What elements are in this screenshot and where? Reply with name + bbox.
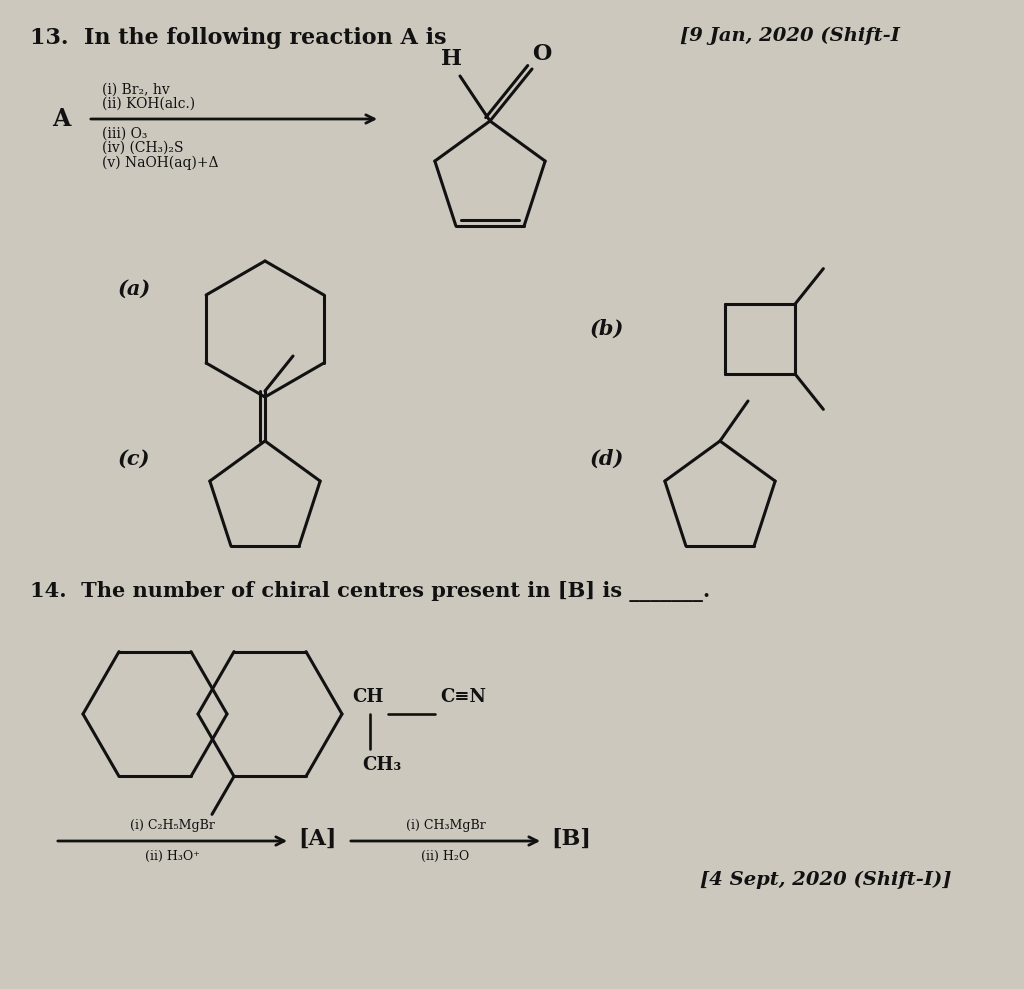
- Text: (ii) H₃O⁺: (ii) H₃O⁺: [145, 850, 200, 863]
- Text: 14.  The number of chiral centres present in [B] is _______.: 14. The number of chiral centres present…: [30, 581, 711, 602]
- Text: O: O: [532, 43, 552, 65]
- Text: [A]: [A]: [298, 828, 336, 850]
- Text: C≡N: C≡N: [440, 688, 486, 706]
- Text: (ii) KOH(alc.): (ii) KOH(alc.): [102, 97, 196, 111]
- Text: (v) NaOH(aq)+Δ: (v) NaOH(aq)+Δ: [102, 156, 218, 170]
- Text: [4 Sept, 2020 (Shift-I)]: [4 Sept, 2020 (Shift-I)]: [700, 871, 951, 889]
- Text: (d): (d): [590, 449, 625, 469]
- Text: [9 Jan, 2020 (Shift-I: [9 Jan, 2020 (Shift-I: [680, 27, 900, 45]
- Text: [B]: [B]: [551, 828, 591, 850]
- Text: (i) Br₂, hv: (i) Br₂, hv: [102, 83, 170, 97]
- Text: 13.  In the following reaction A is: 13. In the following reaction A is: [30, 27, 446, 49]
- Text: (b): (b): [590, 319, 625, 339]
- Text: H: H: [441, 48, 463, 70]
- Text: (iii) O₃: (iii) O₃: [102, 127, 147, 141]
- Text: (ii) H₂O: (ii) H₂O: [421, 850, 470, 863]
- Text: (a): (a): [118, 279, 152, 299]
- Text: CH₃: CH₃: [362, 756, 401, 774]
- Text: (i) C₂H₅MgBr: (i) C₂H₅MgBr: [130, 819, 215, 832]
- Text: A: A: [52, 107, 71, 131]
- Text: (i) CH₃MgBr: (i) CH₃MgBr: [406, 819, 485, 832]
- Text: (c): (c): [118, 449, 151, 469]
- Text: (iv) (CH₃)₂S: (iv) (CH₃)₂S: [102, 141, 183, 155]
- Text: CH: CH: [352, 688, 383, 706]
